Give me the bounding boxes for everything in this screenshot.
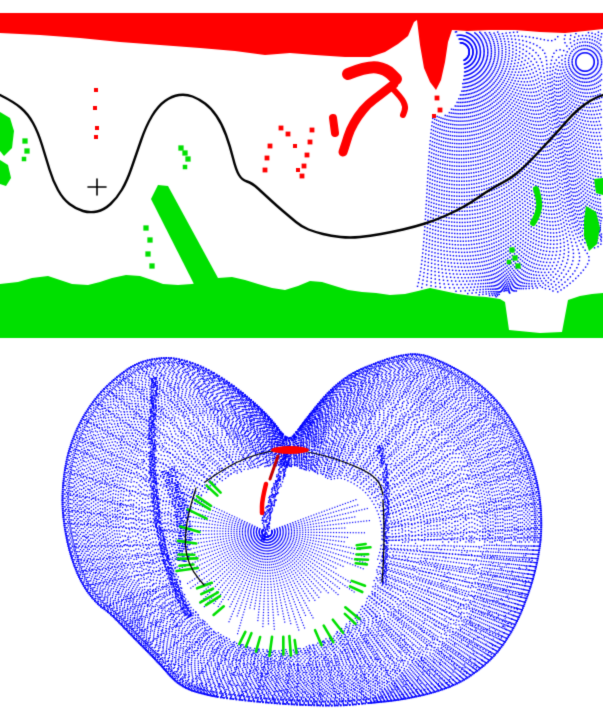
- field-line-figure: [0, 0, 603, 713]
- field-line-plot-canvas: [0, 0, 603, 713]
